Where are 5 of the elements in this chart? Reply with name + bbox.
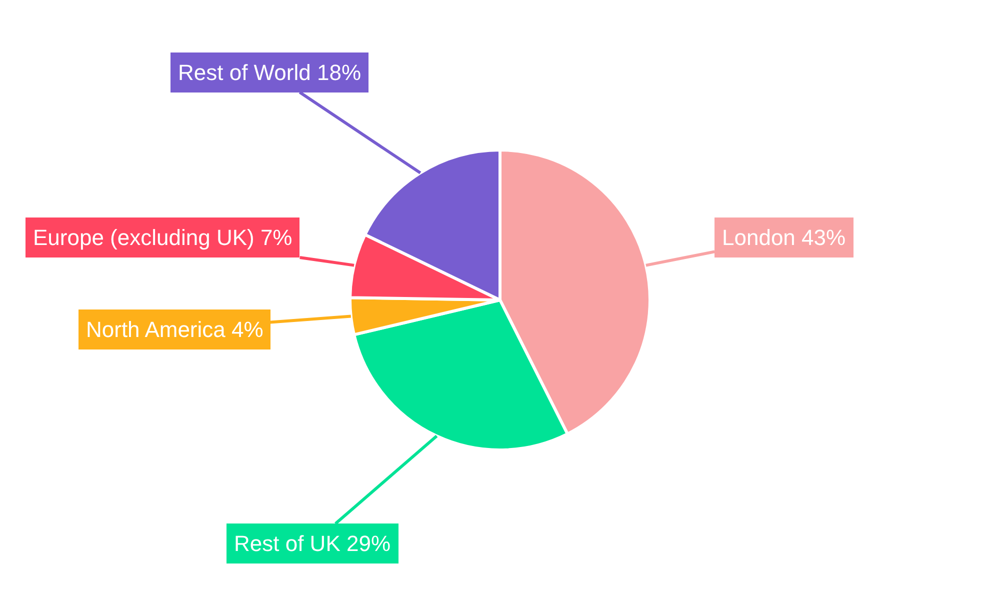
slice-label: London 43% xyxy=(722,225,846,250)
slice-label: Rest of UK 29% xyxy=(234,531,391,556)
slice-label: North America 4% xyxy=(86,317,264,342)
slice-label: Europe (excluding UK) 7% xyxy=(33,225,292,250)
slice-label: Rest of World 18% xyxy=(178,60,362,85)
